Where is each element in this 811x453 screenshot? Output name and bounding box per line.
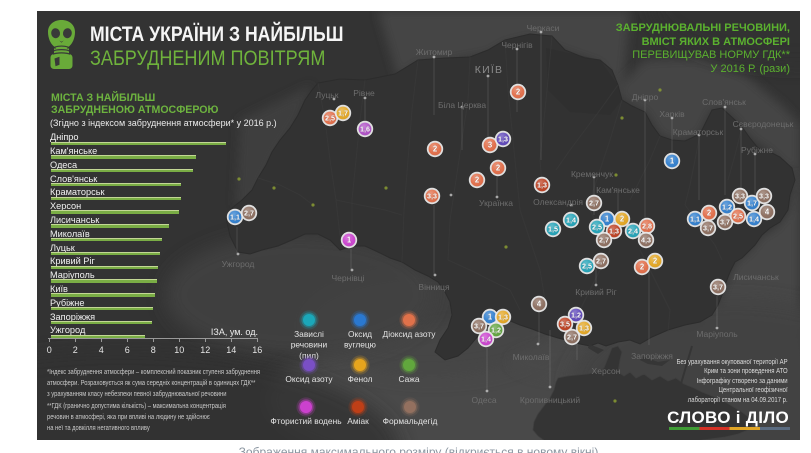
- svg-text:Лисичанськ: Лисичанськ: [733, 272, 779, 282]
- svg-text:Олександрія: Олександрія: [533, 197, 583, 207]
- svg-text:Запоріжжя: Запоріжжя: [631, 351, 673, 361]
- svg-text:1,7: 1,7: [338, 109, 348, 118]
- svg-text:1: 1: [605, 215, 610, 224]
- svg-text:2,7: 2,7: [589, 199, 599, 208]
- svg-text:Кропивницький: Кропивницький: [520, 395, 580, 405]
- svg-text:3,3: 3,3: [427, 192, 437, 201]
- svg-text:Житомир: Житомир: [416, 47, 453, 57]
- svg-text:Біла Церква: Біла Церква: [438, 100, 486, 110]
- svg-text:3,3: 3,3: [735, 192, 745, 201]
- svg-text:2: 2: [516, 88, 521, 97]
- svg-text:Сєвєродонецьк: Сєвєродонецьк: [733, 119, 794, 129]
- svg-text:Луцьк: Луцьк: [316, 90, 339, 100]
- svg-text:Дніпро: Дніпро: [632, 92, 659, 102]
- svg-text:Рівне: Рівне: [353, 88, 375, 98]
- svg-text:Сажа: Сажа: [398, 374, 419, 384]
- svg-text:2,5: 2,5: [582, 262, 592, 271]
- svg-text:2: 2: [433, 145, 438, 154]
- svg-text:Українка: Українка: [479, 198, 513, 208]
- svg-text:Оксид: Оксид: [348, 329, 372, 339]
- svg-text:Фтористий водень: Фтористий водень: [270, 416, 342, 426]
- svg-text:1,1: 1,1: [690, 215, 700, 224]
- svg-text:Маріуполь: Маріуполь: [696, 329, 738, 339]
- svg-text:2,7: 2,7: [244, 209, 254, 218]
- svg-text:Оксид азоту: Оксид азоту: [285, 374, 333, 384]
- svg-text:1: 1: [488, 313, 493, 322]
- svg-text:3: 3: [488, 141, 493, 150]
- svg-text:Аміак: Аміак: [347, 416, 369, 426]
- svg-text:4,3: 4,3: [641, 236, 651, 245]
- svg-text:3,7: 3,7: [713, 283, 723, 292]
- svg-text:КИЇВ: КИЇВ: [475, 64, 503, 76]
- svg-text:Одеса: Одеса: [471, 395, 496, 405]
- svg-text:Краматорськ: Краматорськ: [673, 127, 724, 137]
- svg-text:2,7: 2,7: [567, 333, 577, 342]
- svg-text:Фенол: Фенол: [347, 374, 372, 384]
- svg-text:3,7: 3,7: [720, 218, 730, 227]
- svg-text:Миколаїв: Миколаїв: [513, 352, 550, 362]
- svg-text:3,7: 3,7: [703, 224, 713, 233]
- svg-text:Завислі: Завислі: [294, 329, 324, 339]
- svg-text:Харків: Харків: [659, 109, 685, 119]
- svg-text:3,5: 3,5: [560, 320, 570, 329]
- svg-text:3,7: 3,7: [474, 322, 484, 331]
- svg-text:1,4: 1,4: [566, 216, 576, 225]
- svg-text:1,3: 1,3: [579, 324, 589, 333]
- svg-text:2: 2: [620, 215, 625, 224]
- svg-text:1: 1: [347, 236, 352, 245]
- svg-text:1,1: 1,1: [230, 213, 240, 222]
- svg-text:2,7: 2,7: [599, 236, 609, 245]
- svg-text:2: 2: [640, 263, 645, 272]
- svg-text:Слов'янськ: Слов'янськ: [702, 97, 746, 107]
- svg-text:2: 2: [653, 257, 658, 266]
- svg-text:1,3: 1,3: [498, 313, 508, 322]
- svg-text:1: 1: [670, 157, 675, 166]
- svg-text:Черкаси: Черкаси: [527, 23, 560, 33]
- svg-text:Ужгород: Ужгород: [222, 259, 255, 269]
- svg-text:1,3: 1,3: [537, 181, 547, 190]
- svg-text:1,3: 1,3: [609, 227, 619, 236]
- svg-text:1,2: 1,2: [571, 311, 581, 320]
- svg-text:2,5: 2,5: [592, 223, 602, 232]
- svg-text:Чернівці: Чернівці: [332, 273, 365, 283]
- svg-text:4: 4: [765, 208, 770, 217]
- svg-text:1,7: 1,7: [747, 199, 757, 208]
- svg-text:1,3: 1,3: [498, 135, 508, 144]
- svg-text:вуглецю: вуглецю: [344, 340, 376, 350]
- svg-text:Чернігів: Чернігів: [501, 40, 533, 50]
- svg-text:1,4: 1,4: [481, 335, 491, 344]
- svg-text:2,5: 2,5: [325, 114, 335, 123]
- svg-text:2,8: 2,8: [642, 222, 652, 231]
- svg-text:2,4: 2,4: [628, 227, 638, 236]
- svg-text:2,7: 2,7: [596, 257, 606, 266]
- svg-text:2,5: 2,5: [733, 212, 743, 221]
- svg-text:1,2: 1,2: [722, 203, 732, 212]
- svg-text:Діоксид азоту: Діоксид азоту: [383, 329, 437, 339]
- svg-text:1,6: 1,6: [360, 125, 370, 134]
- svg-text:1,5: 1,5: [548, 225, 558, 234]
- svg-text:3,3: 3,3: [759, 192, 769, 201]
- svg-text:Херсон: Херсон: [592, 366, 621, 376]
- svg-text:Формальдегід: Формальдегід: [383, 416, 438, 426]
- svg-text:2: 2: [707, 209, 712, 218]
- svg-text:(пил): (пил): [299, 350, 319, 360]
- svg-text:Вінниця: Вінниця: [418, 282, 450, 292]
- svg-text:2: 2: [475, 176, 480, 185]
- svg-text:Кривий Ріг: Кривий Ріг: [575, 287, 616, 297]
- svg-text:Кам'янське: Кам'янське: [596, 185, 640, 195]
- svg-text:4: 4: [537, 300, 542, 309]
- svg-text:Кременчук: Кременчук: [571, 169, 613, 179]
- svg-text:2: 2: [496, 164, 501, 173]
- svg-text:речовини: речовини: [291, 340, 328, 350]
- svg-text:Рубіжне: Рубіжне: [741, 145, 773, 155]
- svg-text:1,4: 1,4: [749, 215, 759, 224]
- svg-text:1,2: 1,2: [491, 326, 501, 335]
